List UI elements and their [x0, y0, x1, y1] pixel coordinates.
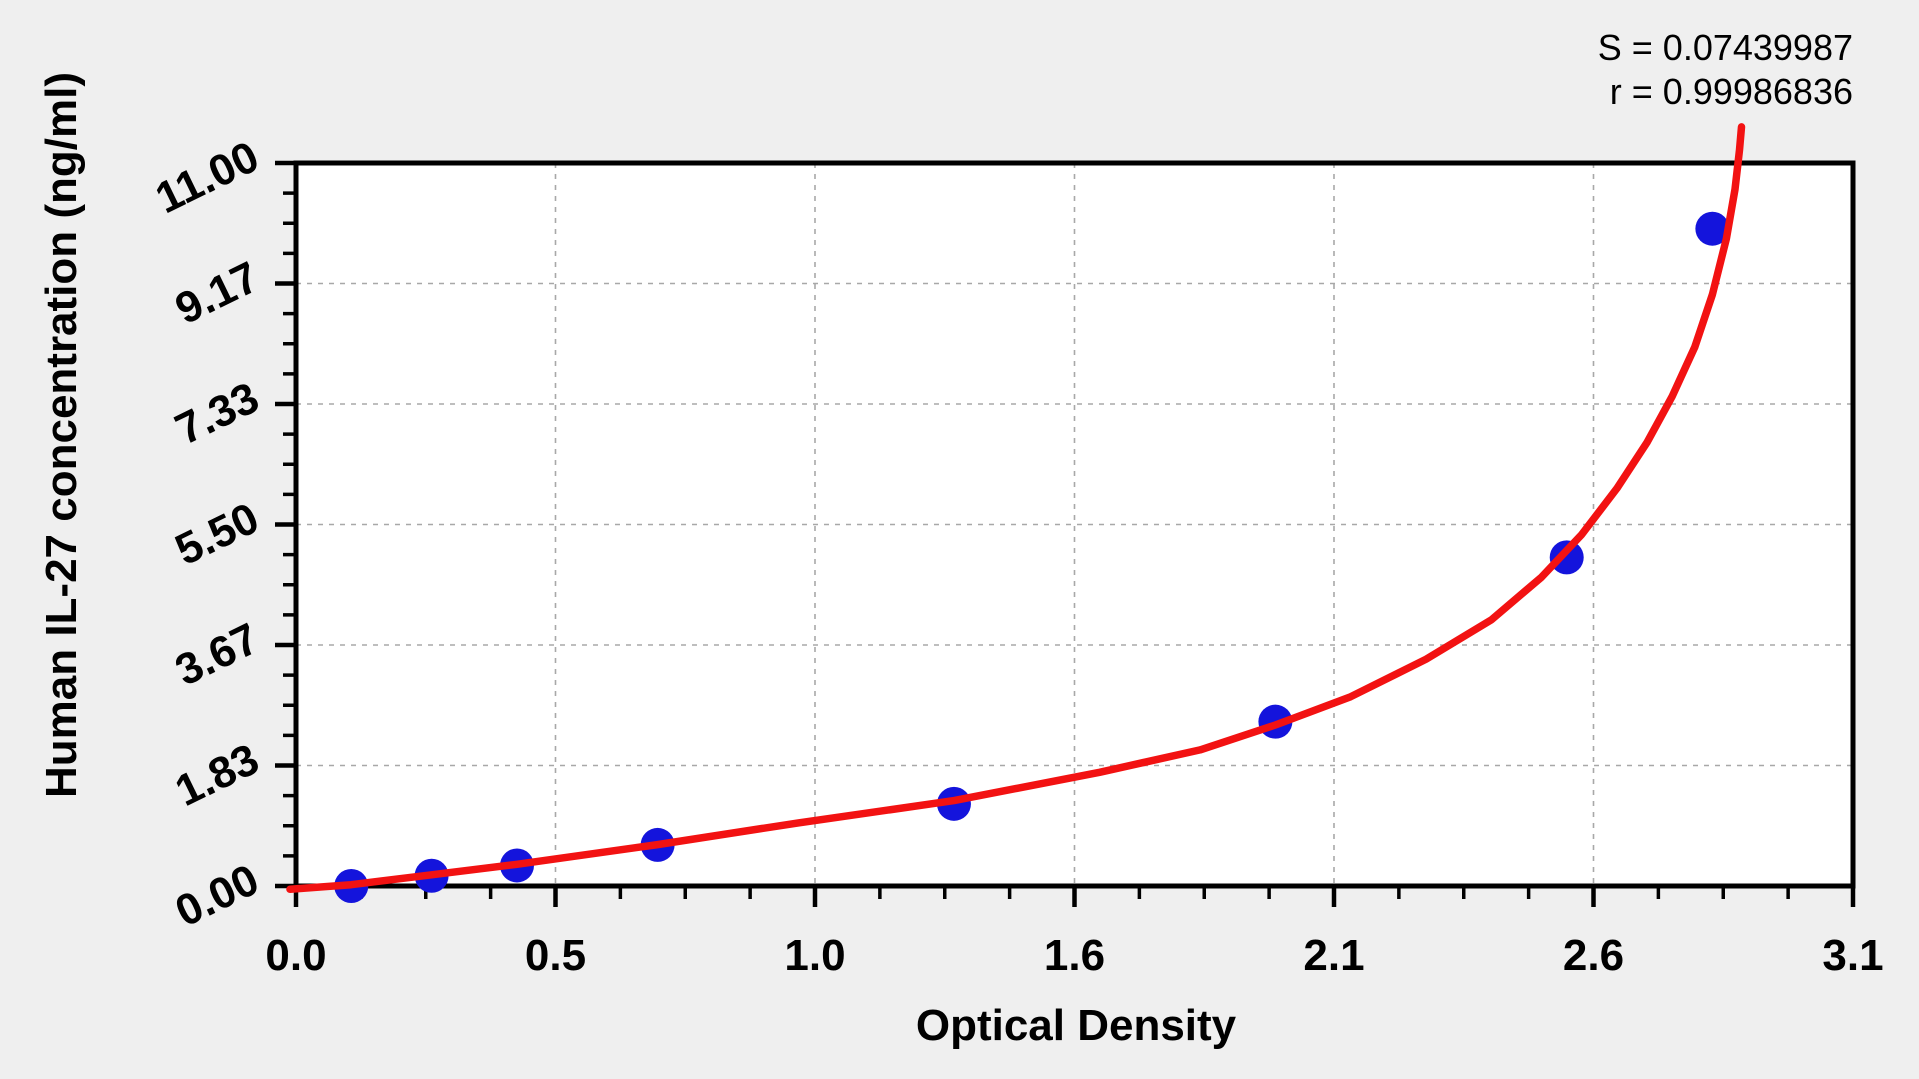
- fit-statistics: S = 0.07439987 r = 0.99986836: [1598, 26, 1853, 114]
- y-tick-label: 5.50: [168, 493, 266, 575]
- x-tick-label: 0.5: [525, 931, 586, 980]
- r-value-text: r = 0.99986836: [1609, 71, 1853, 112]
- x-tick-label: 2.6: [1563, 931, 1624, 980]
- y-tick-label: 11.00: [148, 132, 266, 223]
- data-point: [1695, 211, 1730, 246]
- y-tick-label: 7.33: [168, 373, 266, 455]
- y-tick-label: 0.00: [168, 855, 266, 937]
- y-tick-label: 3.67: [168, 614, 266, 696]
- x-tick-label: 3.1: [1822, 931, 1883, 980]
- fitted-curve: [286, 123, 1746, 894]
- data-point: [1549, 540, 1584, 575]
- y-tick-label: 1.83: [168, 734, 266, 816]
- x-axis-title: Optical Density: [915, 1001, 1237, 1050]
- s-value-text: S = 0.07439987: [1597, 27, 1853, 68]
- x-tick-label: 1.0: [784, 931, 845, 980]
- x-tick-label: 2.1: [1303, 931, 1364, 980]
- y-axis-title: Human IL-27 concentration (ng/ml): [37, 71, 86, 799]
- x-tick-label: 0.0: [265, 931, 326, 980]
- x-tick-label: 1.6: [1044, 931, 1105, 980]
- y-tick-label: 9.17: [168, 252, 266, 334]
